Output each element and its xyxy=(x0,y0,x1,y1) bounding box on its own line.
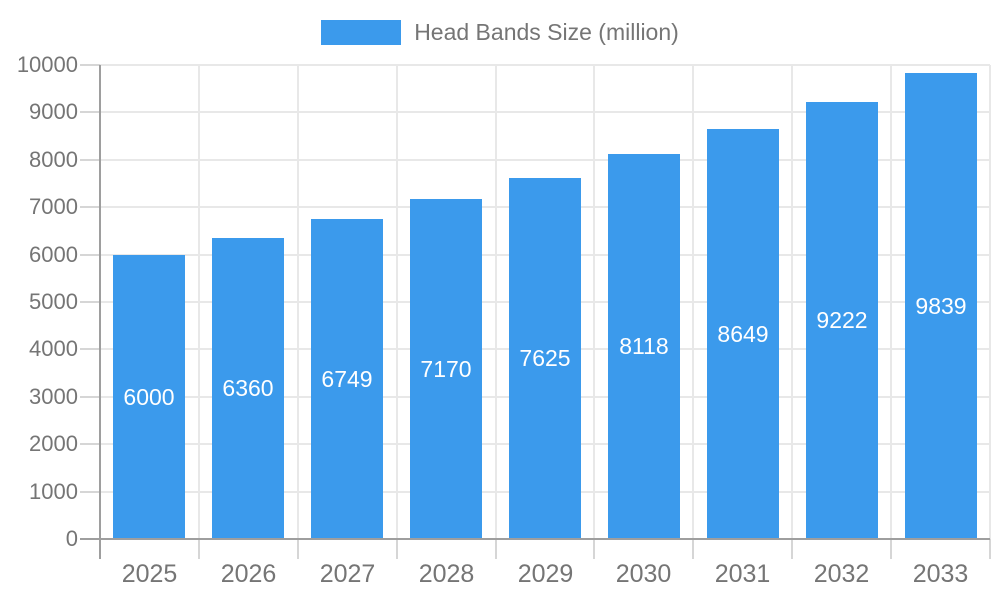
bar-value-label: 7625 xyxy=(519,345,571,371)
y-axis-tick xyxy=(80,301,100,303)
bar-value-label: 6000 xyxy=(123,383,175,410)
y-axis-label: 3000 xyxy=(29,384,78,409)
x-axis-label: 2028 xyxy=(418,560,475,588)
y-axis-label: 2000 xyxy=(29,431,78,456)
y-axis-tick xyxy=(80,254,100,256)
x-axis-line xyxy=(80,538,990,540)
x-axis-tick xyxy=(692,539,694,559)
x-axis-tick xyxy=(396,539,398,559)
y-axis-label: 6000 xyxy=(29,242,78,267)
bar: 6360 xyxy=(212,238,284,539)
y-gridline xyxy=(100,111,990,113)
y-axis-label: 7000 xyxy=(29,194,78,219)
x-axis-label: 2025 xyxy=(121,560,178,588)
x-axis-label: 2027 xyxy=(319,560,376,588)
x-axis-label: 2029 xyxy=(517,560,574,588)
x-axis-label: 2033 xyxy=(912,560,969,588)
x-gridline xyxy=(198,65,200,539)
x-gridline xyxy=(297,65,299,539)
y-axis-label: 5000 xyxy=(29,289,78,314)
x-axis-tick xyxy=(989,539,991,559)
y-axis-tick xyxy=(80,396,100,398)
y-axis-label: 9000 xyxy=(29,99,78,124)
y-gridline xyxy=(100,159,990,161)
y-axis-label: 8000 xyxy=(29,147,78,172)
bar-value-label: 7170 xyxy=(420,355,472,382)
x-axis-tick xyxy=(791,539,793,559)
x-gridline xyxy=(692,65,694,539)
x-gridline xyxy=(890,65,892,539)
legend: Head Bands Size (million) xyxy=(0,19,1000,46)
x-axis-tick xyxy=(890,539,892,559)
legend-label: Head Bands Size (million) xyxy=(414,19,679,45)
y-axis-tick xyxy=(80,64,100,66)
y-axis-tick xyxy=(80,491,100,493)
x-axis-label: 2026 xyxy=(220,560,277,588)
x-axis-tick xyxy=(198,539,200,559)
x-axis-tick xyxy=(495,539,497,559)
x-axis-label: 2031 xyxy=(714,560,771,588)
bar: 8118 xyxy=(608,154,680,539)
x-axis-label: 2030 xyxy=(615,560,672,588)
x-axis-tick xyxy=(297,539,299,559)
x-gridline xyxy=(989,65,991,539)
y-axis-tick xyxy=(80,111,100,113)
y-gridline xyxy=(100,64,990,66)
x-axis-tick xyxy=(593,539,595,559)
y-axis-tick xyxy=(80,443,100,445)
bar: 6749 xyxy=(311,219,383,539)
y-axis-tick xyxy=(80,348,100,350)
bar: 7170 xyxy=(410,199,482,539)
bar-value-label: 9222 xyxy=(816,307,868,333)
y-axis-tick xyxy=(80,159,100,161)
x-gridline xyxy=(495,65,497,539)
bar-value-label: 8649 xyxy=(717,320,769,347)
x-gridline xyxy=(791,65,793,539)
y-axis-tick xyxy=(80,206,100,208)
bar-value-label: 6360 xyxy=(222,375,274,401)
bar: 7625 xyxy=(509,178,581,539)
y-axis-label: 4000 xyxy=(29,336,78,361)
x-gridline xyxy=(396,65,398,539)
y-axis-label: 10000 xyxy=(16,52,78,77)
y-axis-label: 1000 xyxy=(29,479,78,504)
bar: 9839 xyxy=(905,73,977,539)
bar: 6000 xyxy=(113,255,185,539)
legend-swatch xyxy=(321,20,402,45)
bar-value-label: 8118 xyxy=(619,333,669,359)
bar: 8649 xyxy=(707,129,779,539)
x-gridline xyxy=(593,65,595,539)
y-axis-line xyxy=(99,65,101,559)
bar: 9222 xyxy=(806,102,878,539)
y-axis-label: 0 xyxy=(65,526,78,551)
bar-value-label: 6749 xyxy=(321,365,373,392)
x-axis-label: 2032 xyxy=(813,560,870,588)
bar-value-label: 9839 xyxy=(915,292,967,319)
